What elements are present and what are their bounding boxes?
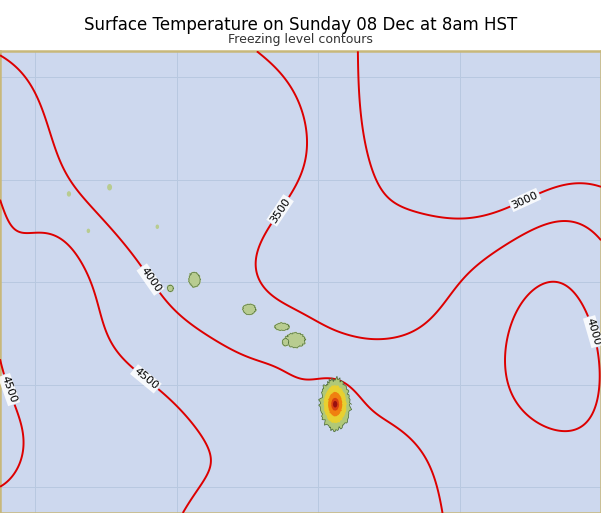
Text: 3500: 3500 — [268, 196, 292, 225]
Polygon shape — [108, 185, 111, 190]
Polygon shape — [87, 229, 90, 232]
Polygon shape — [189, 272, 200, 287]
Polygon shape — [332, 399, 338, 410]
Polygon shape — [282, 338, 289, 346]
Polygon shape — [334, 402, 337, 407]
Polygon shape — [156, 225, 159, 228]
Polygon shape — [242, 304, 256, 314]
Text: 3000: 3000 — [510, 190, 540, 210]
Text: 4000: 4000 — [138, 265, 163, 294]
Polygon shape — [319, 376, 352, 432]
Polygon shape — [167, 285, 174, 292]
Polygon shape — [329, 392, 342, 416]
Text: Freezing level contours: Freezing level contours — [228, 33, 373, 46]
Polygon shape — [285, 332, 306, 348]
Text: Surface Temperature on Sunday 08 Dec at 8am HST: Surface Temperature on Sunday 08 Dec at … — [84, 16, 517, 34]
Polygon shape — [67, 192, 70, 196]
Text: 4000: 4000 — [585, 317, 601, 347]
Polygon shape — [275, 323, 289, 330]
Text: 4500: 4500 — [132, 366, 160, 391]
Polygon shape — [324, 386, 346, 423]
Text: 4500: 4500 — [0, 374, 19, 405]
